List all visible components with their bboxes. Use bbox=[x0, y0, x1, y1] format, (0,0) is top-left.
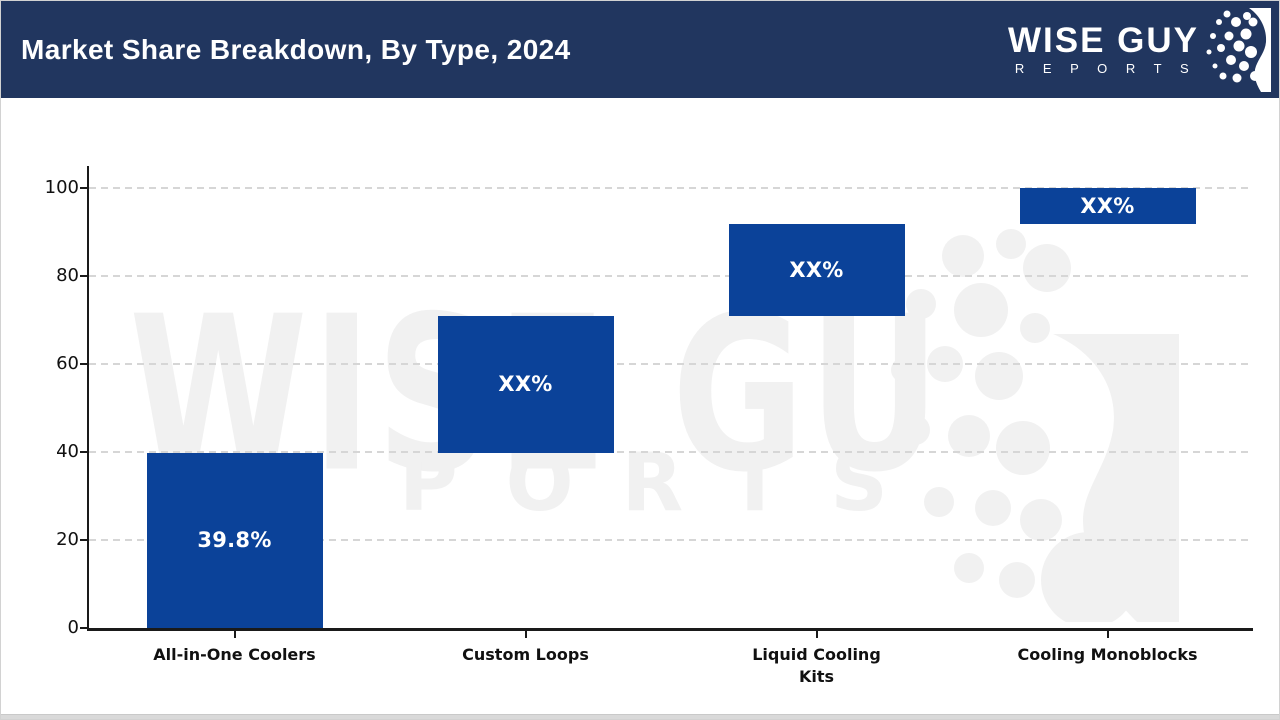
bar-value-label: XX% bbox=[789, 258, 844, 283]
x-tick-mark bbox=[1106, 631, 1109, 638]
logo-text: WISE GUY R E P O R T S bbox=[1008, 23, 1199, 76]
bar-value-label: XX% bbox=[1080, 194, 1135, 219]
y-tick-mark bbox=[80, 187, 89, 189]
y-tick-label: 0 bbox=[67, 617, 79, 638]
x-category-label: All-in-One Coolers bbox=[153, 645, 316, 664]
y-axis-line bbox=[87, 166, 89, 630]
bar-value-label: XX% bbox=[498, 372, 553, 397]
header-banner: Market Share Breakdown, By Type, 2024 WI… bbox=[1, 1, 1279, 98]
page-title: Market Share Breakdown, By Type, 2024 bbox=[21, 33, 571, 65]
x-axis-line bbox=[87, 628, 1253, 631]
footer-strip bbox=[1, 714, 1279, 719]
y-tick-label: 100 bbox=[44, 177, 79, 198]
y-tick-mark bbox=[80, 363, 89, 365]
x-category-label: Cooling Monoblocks bbox=[1017, 645, 1198, 664]
bar-segment: XX% bbox=[728, 224, 905, 317]
watermark-reports: PORTS bbox=[399, 436, 936, 529]
y-tick-label: 60 bbox=[56, 353, 79, 374]
y-tick-label: 80 bbox=[56, 265, 79, 286]
gridline-60 bbox=[89, 363, 1253, 365]
gridline-100 bbox=[89, 187, 1253, 189]
watermark-face-icon bbox=[891, 229, 1179, 622]
wise-guy-logo: WISE GUY R E P O R T S bbox=[1008, 7, 1271, 92]
y-tick-label: 20 bbox=[56, 529, 79, 550]
wise-guy-face-icon bbox=[1206, 7, 1271, 92]
bar-segment: XX% bbox=[1019, 188, 1196, 225]
logo-reports-label: R E P O R T S bbox=[1014, 61, 1197, 76]
x-tick-mark bbox=[524, 631, 527, 638]
bar-segment: 39.8% bbox=[146, 452, 323, 628]
y-tick-mark bbox=[80, 539, 89, 541]
logo-wordmark: WISE GUY bbox=[1007, 21, 1199, 60]
gridline-40 bbox=[89, 451, 1253, 453]
y-tick-mark bbox=[80, 451, 89, 453]
y-tick-mark bbox=[80, 275, 89, 277]
x-category-label: Custom Loops bbox=[462, 645, 589, 664]
bar-value-label: 39.8% bbox=[197, 528, 272, 553]
y-tick-label: 40 bbox=[56, 441, 79, 462]
x-tick-mark bbox=[233, 631, 236, 638]
y-tick-mark bbox=[80, 627, 89, 629]
gridline-80 bbox=[89, 275, 1253, 277]
bar-segment: XX% bbox=[437, 316, 614, 453]
x-category-label: Liquid Cooling Kits bbox=[752, 645, 881, 686]
gridline-20 bbox=[89, 539, 1253, 541]
x-tick-mark bbox=[815, 631, 818, 638]
